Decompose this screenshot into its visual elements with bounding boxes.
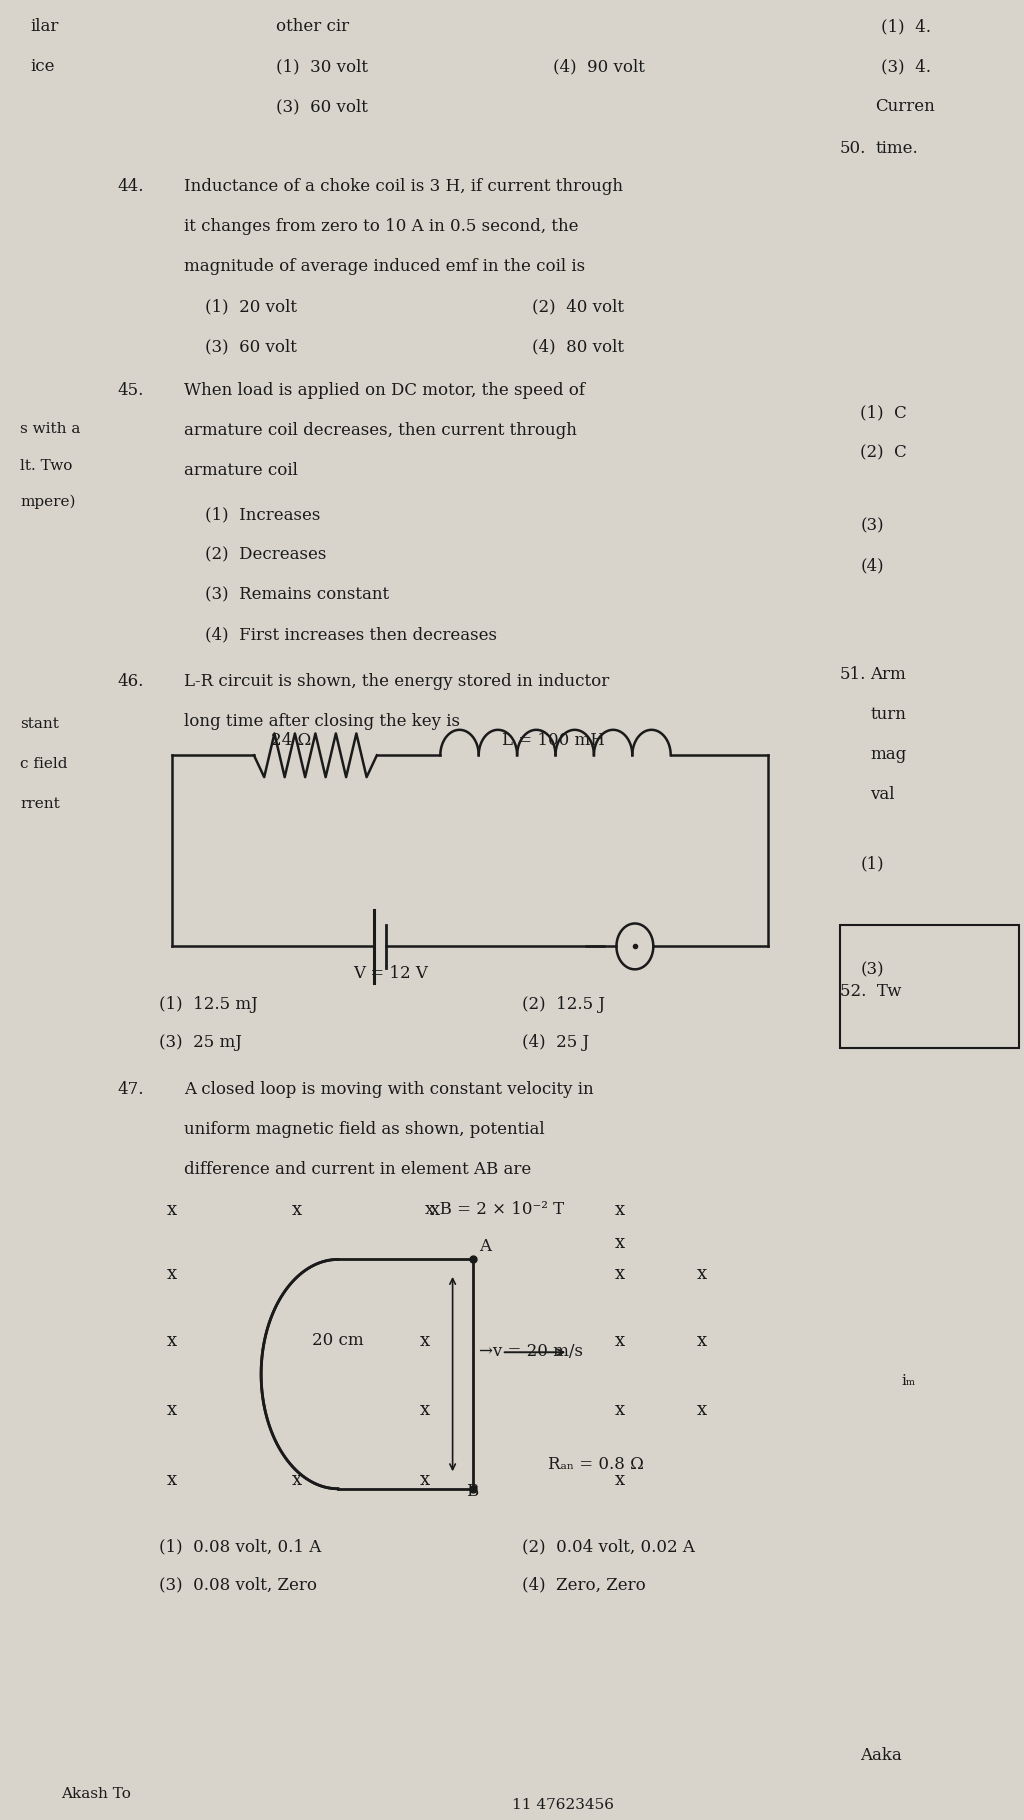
Text: x: x (696, 1265, 707, 1283)
Text: ice: ice (31, 58, 55, 75)
Text: 52.  Tw: 52. Tw (840, 983, 901, 999)
Text: 45.: 45. (118, 382, 144, 399)
Text: (4)  90 volt: (4) 90 volt (553, 58, 645, 75)
Text: armature coil decreases, then current through: armature coil decreases, then current th… (184, 422, 578, 439)
Text: uniform magnetic field as shown, potential: uniform magnetic field as shown, potenti… (184, 1121, 545, 1138)
Text: val: val (870, 786, 895, 803)
Text: x: x (614, 1234, 625, 1252)
Text: (2)  0.04 volt, 0.02 A: (2) 0.04 volt, 0.02 A (522, 1538, 695, 1554)
Text: (4): (4) (860, 557, 884, 573)
Text: x: x (614, 1471, 625, 1489)
Text: s with a: s with a (20, 422, 81, 437)
Text: difference and current in element AB are: difference and current in element AB are (184, 1161, 531, 1178)
Text: 46.: 46. (118, 673, 144, 690)
Text: 47.: 47. (118, 1081, 144, 1097)
Text: x: x (167, 1332, 177, 1350)
Text: 20 cm: 20 cm (312, 1332, 364, 1349)
Text: (4)  Zero, Zero: (4) Zero, Zero (522, 1576, 646, 1592)
Text: (3)  25 mJ: (3) 25 mJ (159, 1034, 242, 1050)
Text: (1)  C: (1) C (860, 404, 907, 420)
Text: Rₐₙ = 0.8 Ω: Rₐₙ = 0.8 Ω (548, 1456, 644, 1472)
Text: 11 47623456: 11 47623456 (512, 1798, 614, 1813)
Text: turn: turn (870, 706, 906, 723)
Text: 24 Ω: 24 Ω (271, 732, 311, 748)
Text: L-R circuit is shown, the energy stored in inductor: L-R circuit is shown, the energy stored … (184, 673, 609, 690)
Text: x: x (430, 1201, 440, 1219)
Text: A closed loop is moving with constant velocity in: A closed loop is moving with constant ve… (184, 1081, 594, 1097)
Text: (2)  C: (2) C (860, 444, 907, 460)
Text: 51.: 51. (840, 666, 866, 682)
Text: When load is applied on DC motor, the speed of: When load is applied on DC motor, the sp… (184, 382, 586, 399)
Text: →v = 20 m/s: →v = 20 m/s (479, 1343, 584, 1360)
Text: x: x (614, 1265, 625, 1283)
Text: (1)  4.: (1) 4. (881, 18, 931, 35)
Text: mpere): mpere) (20, 495, 76, 510)
Text: (3)  60 volt: (3) 60 volt (276, 98, 369, 115)
Text: x: x (167, 1401, 177, 1420)
Text: Aaka: Aaka (860, 1747, 902, 1764)
Text: (1)  20 volt: (1) 20 volt (205, 298, 297, 315)
Text: (4)  25 J: (4) 25 J (522, 1034, 590, 1050)
Text: Arm: Arm (870, 666, 906, 682)
Text: 44.: 44. (118, 178, 144, 195)
Text: Curren: Curren (876, 98, 935, 115)
Text: 50.: 50. (840, 140, 866, 157)
Text: (3)  4.: (3) 4. (881, 58, 931, 75)
Text: (3): (3) (860, 961, 884, 977)
Text: B: B (466, 1483, 478, 1500)
Text: (1)  12.5 mJ: (1) 12.5 mJ (159, 996, 257, 1012)
Text: (4)  80 volt: (4) 80 volt (532, 339, 625, 355)
Text: x: x (420, 1401, 430, 1420)
Text: x: x (614, 1201, 625, 1219)
Text: armature coil: armature coil (184, 462, 298, 479)
Text: (4)  First increases then decreases: (4) First increases then decreases (205, 626, 497, 642)
Text: x: x (292, 1201, 302, 1219)
Text: x: x (167, 1265, 177, 1283)
Text: other cir: other cir (276, 18, 349, 35)
Text: (1)  Increases: (1) Increases (205, 506, 321, 522)
Text: time.: time. (876, 140, 919, 157)
Text: rrent: rrent (20, 797, 60, 812)
Text: mag: mag (870, 746, 906, 763)
Text: (3)  0.08 volt, Zero: (3) 0.08 volt, Zero (159, 1576, 316, 1592)
Text: (1)  30 volt: (1) 30 volt (276, 58, 369, 75)
Text: x: x (167, 1201, 177, 1219)
Text: x: x (420, 1332, 430, 1350)
Text: ilar: ilar (31, 18, 59, 35)
Text: x B = 2 × 10⁻² T: x B = 2 × 10⁻² T (425, 1201, 564, 1218)
Text: long time after closing the key is: long time after closing the key is (184, 713, 461, 730)
Text: magnitude of average induced emf in the coil is: magnitude of average induced emf in the … (184, 258, 586, 275)
Text: x: x (292, 1471, 302, 1489)
Text: Akash To: Akash To (61, 1787, 131, 1802)
Text: stant: stant (20, 717, 59, 732)
Text: x: x (614, 1401, 625, 1420)
Text: (3)  Remains constant: (3) Remains constant (205, 586, 389, 602)
Text: x: x (696, 1332, 707, 1350)
Text: (3): (3) (860, 517, 884, 533)
Text: (3)  60 volt: (3) 60 volt (205, 339, 297, 355)
Text: A: A (479, 1238, 492, 1254)
Text: x: x (167, 1471, 177, 1489)
Text: (2)  Decreases: (2) Decreases (205, 546, 327, 562)
Text: V = 12 V: V = 12 V (353, 965, 428, 981)
Text: L = 100 mH: L = 100 mH (502, 732, 604, 748)
Text: Inductance of a choke coil is 3 H, if current through: Inductance of a choke coil is 3 H, if cu… (184, 178, 624, 195)
Text: (2)  12.5 J: (2) 12.5 J (522, 996, 605, 1012)
Text: iₘ: iₘ (901, 1374, 915, 1389)
Text: x: x (696, 1401, 707, 1420)
Text: it changes from zero to 10 A in 0.5 second, the: it changes from zero to 10 A in 0.5 seco… (184, 218, 579, 235)
Text: lt. Two: lt. Two (20, 459, 73, 473)
Text: (1)  0.08 volt, 0.1 A: (1) 0.08 volt, 0.1 A (159, 1538, 321, 1554)
Text: (2)  40 volt: (2) 40 volt (532, 298, 625, 315)
Text: c field: c field (20, 757, 68, 772)
Text: x: x (614, 1332, 625, 1350)
Text: (1): (1) (860, 855, 884, 872)
Text: x: x (420, 1471, 430, 1489)
